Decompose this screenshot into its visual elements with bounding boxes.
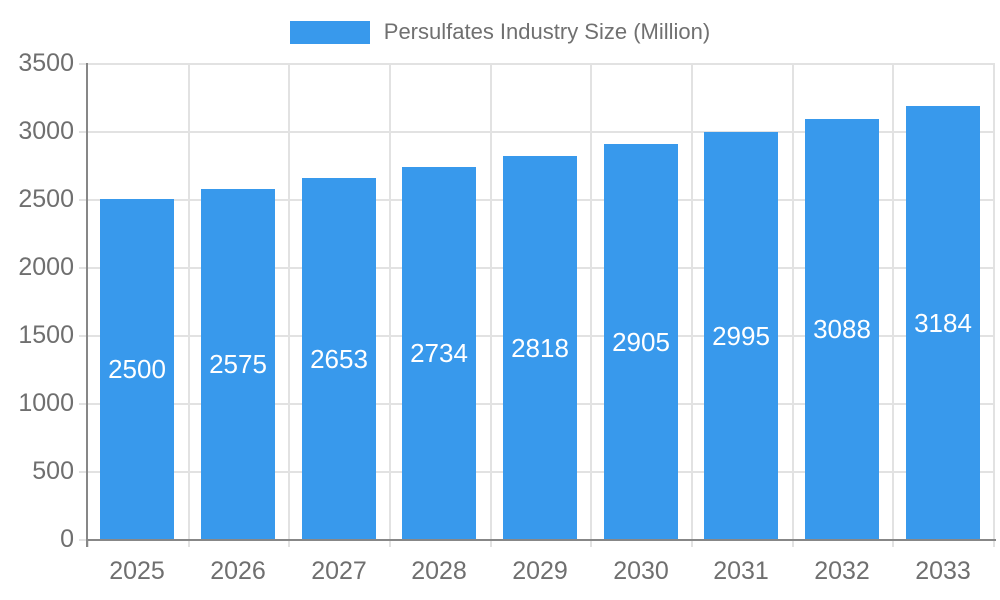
bar-value-label: 2995	[712, 321, 770, 351]
legend-item[interactable]: Persulfates Industry Size (Million)	[0, 14, 1000, 50]
x-tick-label: 2025	[109, 557, 165, 585]
y-tick-label: 3000	[18, 117, 74, 145]
bar-value-label: 2905	[612, 327, 670, 357]
bar[interactable]	[906, 106, 980, 539]
x-tick-mark	[691, 539, 693, 547]
bar-value-label: 3088	[813, 314, 871, 344]
y-tick-label: 0	[60, 525, 74, 553]
bar[interactable]	[604, 144, 678, 539]
x-tick-mark	[188, 539, 190, 547]
y-tick-label: 1000	[18, 389, 74, 417]
y-gridline	[87, 131, 993, 133]
y-tick-mark	[79, 403, 87, 405]
bar-value-label: 2575	[209, 349, 267, 379]
x-tick-label: 2033	[915, 557, 971, 585]
y-axis-line	[86, 63, 88, 547]
bar-value-label: 3184	[914, 308, 972, 338]
x-tick-mark	[490, 539, 492, 547]
x-tick-label: 2031	[713, 557, 769, 585]
bar[interactable]	[805, 119, 879, 539]
bar[interactable]	[100, 199, 174, 539]
y-tick-mark	[79, 539, 87, 541]
y-gridline	[87, 63, 993, 65]
y-tick-mark	[79, 63, 87, 65]
x-tick-mark	[87, 539, 89, 547]
y-tick-mark	[79, 131, 87, 133]
x-gridline	[792, 63, 794, 539]
x-gridline	[993, 63, 995, 539]
x-tick-label: 2029	[512, 557, 568, 585]
y-tick-mark	[79, 199, 87, 201]
x-tick-mark	[590, 539, 592, 547]
bar-value-label: 2653	[310, 344, 368, 374]
x-tick-label: 2026	[210, 557, 266, 585]
bar[interactable]	[704, 132, 778, 539]
x-tick-mark	[792, 539, 794, 547]
x-gridline	[892, 63, 894, 539]
x-axis-line	[86, 539, 996, 541]
y-tick-mark	[79, 335, 87, 337]
x-tick-label: 2027	[311, 557, 367, 585]
bar-value-label: 2500	[108, 354, 166, 384]
x-tick-label: 2028	[411, 557, 467, 585]
bar[interactable]	[402, 167, 476, 539]
x-gridline	[590, 63, 592, 539]
y-tick-mark	[79, 471, 87, 473]
legend-label: Persulfates Industry Size (Million)	[383, 19, 711, 44]
x-tick-mark	[288, 539, 290, 547]
x-gridline	[490, 63, 492, 539]
x-gridline	[188, 63, 190, 539]
x-tick-mark	[389, 539, 391, 547]
y-tick-mark	[79, 267, 87, 269]
bar[interactable]	[201, 189, 275, 539]
x-tick-label: 2030	[613, 557, 669, 585]
y-tick-label: 500	[32, 457, 74, 485]
y-tick-label: 2500	[18, 185, 74, 213]
y-tick-label: 1500	[18, 321, 74, 349]
x-tick-mark	[993, 539, 995, 547]
bar[interactable]	[503, 156, 577, 539]
x-gridline	[691, 63, 693, 539]
legend-swatch	[289, 20, 370, 44]
x-gridline	[389, 63, 391, 539]
bar-value-label: 2818	[511, 333, 569, 363]
bar[interactable]	[302, 178, 376, 539]
y-tick-label: 3500	[18, 49, 74, 77]
y-tick-label: 2000	[18, 253, 74, 281]
bar-value-label: 2734	[410, 338, 468, 368]
x-tick-mark	[892, 539, 894, 547]
x-gridline	[288, 63, 290, 539]
x-tick-label: 2032	[814, 557, 870, 585]
